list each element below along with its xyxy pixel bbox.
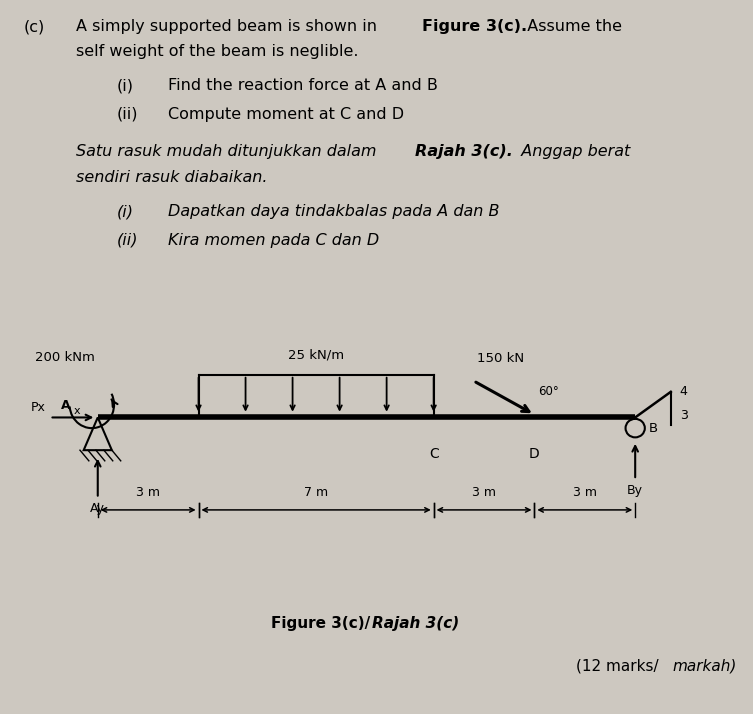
Text: Find the reaction force at A and B: Find the reaction force at A and B [168,79,438,94]
Text: Assume the: Assume the [517,19,621,34]
Text: Dapatkan daya tindakbalas pada A dan B: Dapatkan daya tindakbalas pada A dan B [168,204,500,219]
Text: Ay: Ay [90,502,105,515]
Text: B: B [648,422,657,435]
Text: 3: 3 [680,409,687,422]
Text: sendiri rasuk diabaikan.: sendiri rasuk diabaikan. [75,170,267,185]
Text: A: A [61,398,71,412]
Text: D: D [529,448,540,461]
Text: 3 m: 3 m [573,486,597,498]
Text: 4: 4 [680,386,687,398]
Text: (ii): (ii) [116,106,138,121]
Text: Rajah 3(c): Rajah 3(c) [372,615,459,631]
Text: 25 kN/m: 25 kN/m [288,349,344,362]
Text: 7 m: 7 m [304,486,328,498]
Text: (i): (i) [116,204,133,219]
Text: (12 marks/: (12 marks/ [576,658,659,673]
Text: By: By [627,483,643,497]
Text: 60°: 60° [538,385,559,398]
Text: Satu rasuk mudah ditunjukkan dalam: Satu rasuk mudah ditunjukkan dalam [75,144,381,159]
Text: 3 m: 3 m [472,486,496,498]
Text: (ii): (ii) [116,233,138,248]
Text: x: x [73,406,80,416]
Text: 200 kNm: 200 kNm [35,351,95,364]
Text: C: C [428,448,438,461]
Text: Anggap berat: Anggap berat [511,144,630,159]
Text: self weight of the beam is neglible.: self weight of the beam is neglible. [75,44,358,59]
Text: markah): markah) [672,658,736,673]
Text: Kira momen pada C dan D: Kira momen pada C dan D [168,233,380,248]
Text: (i): (i) [116,79,133,94]
Text: Px: Px [31,401,46,414]
Text: 150 kN: 150 kN [477,352,524,365]
Text: Figure 3(c).: Figure 3(c). [422,19,527,34]
Text: Compute moment at C and D: Compute moment at C and D [168,106,404,121]
Text: 3 m: 3 m [136,486,160,498]
Text: Rajah 3(c).: Rajah 3(c). [415,144,513,159]
Text: A simply supported beam is shown in: A simply supported beam is shown in [75,19,382,34]
Text: (c): (c) [23,19,45,34]
Text: Figure 3(c)/: Figure 3(c)/ [270,615,370,631]
